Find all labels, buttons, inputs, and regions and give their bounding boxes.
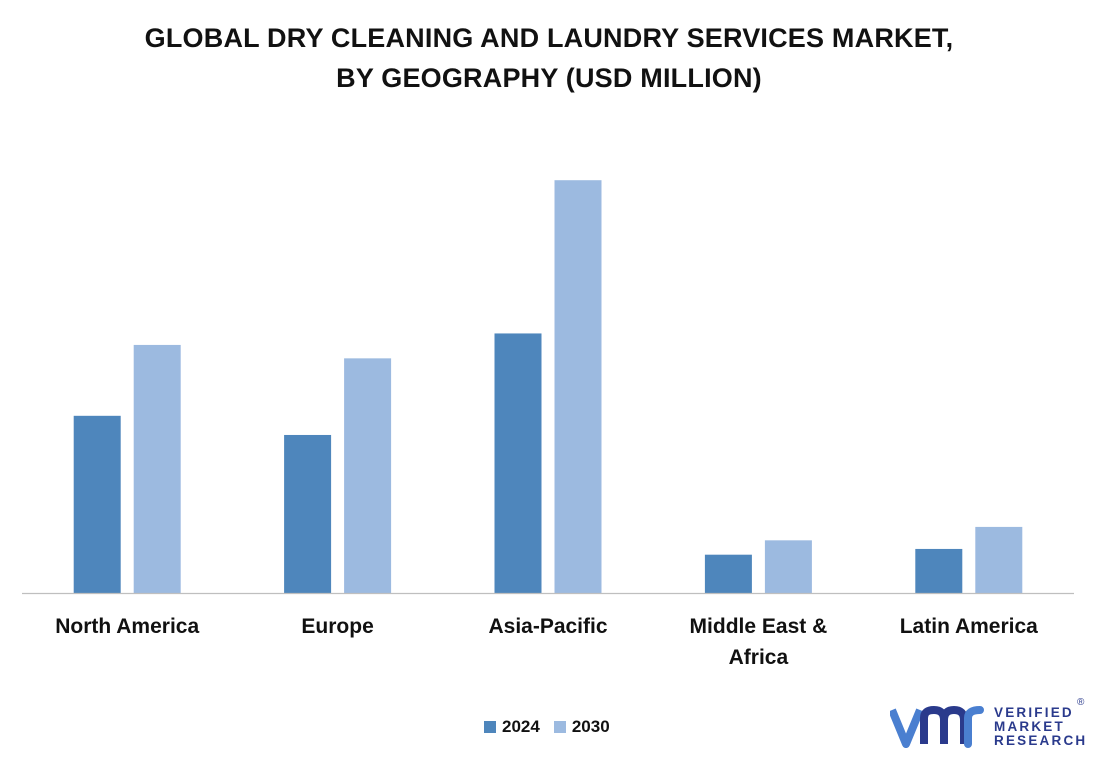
x-tick-label-asia-pacific: Asia-Pacific — [488, 615, 607, 638]
bar-2030-north-america — [133, 344, 181, 593]
logo-line-2: MARKET — [994, 719, 1065, 734]
legend-swatch-2024 — [484, 721, 496, 733]
logo-line-3: RESEARCH — [994, 733, 1088, 748]
legend-item-2030: 2030 — [553, 717, 610, 737]
bar-2024-asia-pacific — [494, 333, 542, 593]
x-tick-label-middle-east-africa: Middle East & Africa — [690, 615, 828, 669]
x-tick-label-north-america: North America — [55, 615, 199, 638]
bar-2030-middle-east-africa — [764, 540, 812, 593]
bar-2030-europe — [344, 358, 392, 593]
legend-label-2030: 2030 — [571, 717, 610, 736]
logo-text: VERIFIED MARKET RESEARCH — [994, 706, 1087, 748]
logo-line-1: VERIFIED — [994, 705, 1074, 720]
legend: 2024 2030 — [484, 716, 610, 738]
bar-2024-europe — [284, 434, 332, 593]
bar-chart: North America Europe Asia-Pacific Middle Ea… — [22, 180, 1074, 669]
brand-logo: VERIFIED MARKET RESEARCH ® — [890, 697, 1090, 752]
legend-swatch-2030 — [553, 721, 566, 733]
chart-title-line-1: GLOBAL DRY CLEANING AND LAUNDRY SERVICES… — [144, 23, 954, 53]
x-tick-label-latin-america: Latin America — [900, 615, 1038, 638]
x-tick-label-europe: Europe — [301, 615, 373, 638]
legend-label-2024: 2024 — [502, 717, 540, 736]
bar-2030-latin-america — [975, 526, 1023, 593]
vmr-logo-icon — [890, 706, 984, 748]
bar-2024-middle-east-africa — [704, 554, 752, 593]
chart-title-line-2: BY GEOGRAPHY (USD MILLION) — [336, 63, 762, 93]
bar-2024-latin-america — [915, 548, 963, 593]
chart-title: GLOBAL DRY CLEANING AND LAUNDRY SERVICES… — [0, 18, 1098, 98]
legend-item-2024: 2024 — [484, 717, 540, 737]
bar-2024-north-america — [73, 415, 121, 593]
bar-2030-asia-pacific — [554, 180, 602, 593]
registered-mark: ® — [1077, 697, 1085, 708]
